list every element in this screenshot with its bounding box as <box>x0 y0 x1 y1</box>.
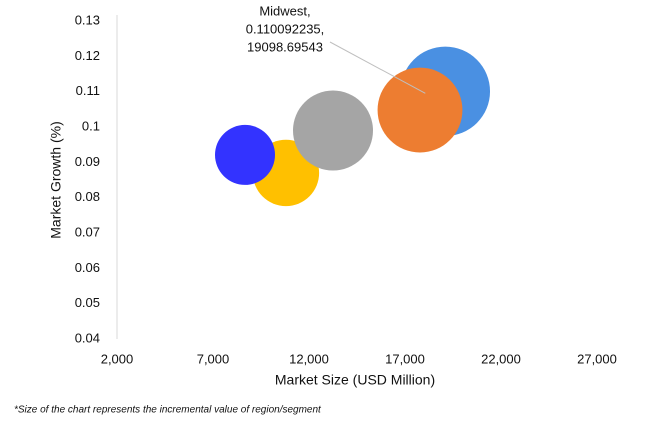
x-tick-label: 22,000 <box>481 351 521 366</box>
bubble <box>293 90 373 171</box>
y-axis-title: Market Growth (%) <box>48 121 64 238</box>
x-tick-label: 12,000 <box>289 351 329 366</box>
y-tick-label: 0.05 <box>75 295 100 310</box>
y-tick-label: 0.06 <box>75 260 100 275</box>
annotation-text: 19098.69543 <box>247 39 323 54</box>
y-tick-label: 0.09 <box>75 154 100 169</box>
x-axis-title: Market Size (USD Million) <box>275 372 435 388</box>
y-tick-label: 0.11 <box>76 83 100 98</box>
x-tick-label: 17,000 <box>385 351 425 366</box>
annotation-leader <box>329 41 426 94</box>
y-tick-label: 0.07 <box>75 224 100 239</box>
x-tick-label: 27,000 <box>577 351 617 366</box>
annotation-text: Midwest, <box>259 3 310 18</box>
y-tick-label: 0.1 <box>82 118 100 133</box>
y-tick-label: 0.13 <box>75 12 100 27</box>
x-tick-label: 2,000 <box>101 351 134 366</box>
annotation-text: 0.110092235, <box>246 21 325 36</box>
y-tick-label: 0.04 <box>75 330 100 345</box>
bubble <box>215 124 276 185</box>
y-tick-label: 0.12 <box>75 48 100 63</box>
footnote: *Size of the chart represents the increm… <box>14 405 322 416</box>
bubble <box>377 67 463 153</box>
x-tick-label: 7,000 <box>197 351 230 366</box>
y-tick-label: 0.08 <box>75 189 100 204</box>
